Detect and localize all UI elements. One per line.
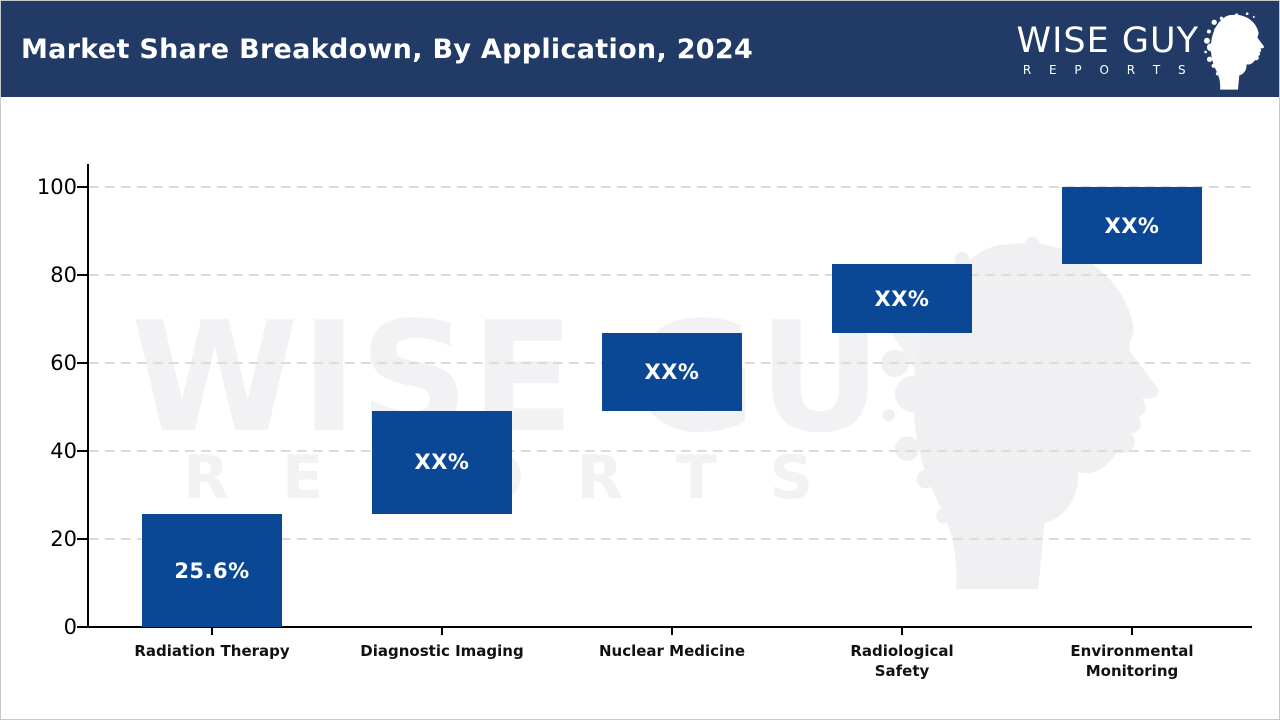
bar-radiation-therapy: 25.6% bbox=[142, 514, 282, 627]
bar-value-label-radiation-therapy: 25.6% bbox=[174, 558, 250, 583]
y-tick-20 bbox=[77, 538, 87, 540]
y-tick-label-40: 40 bbox=[50, 439, 77, 463]
brand-logo: WISE GUY R E P O R T S bbox=[1016, 9, 1267, 91]
y-tick-100 bbox=[77, 186, 87, 188]
x-tick-radiation-therapy bbox=[211, 628, 213, 635]
x-tick-radiological-safety bbox=[901, 628, 903, 635]
y-tick-label-0: 0 bbox=[63, 615, 77, 639]
x-tick-label-environmental-monitoring: Environmental Monitoring bbox=[1070, 642, 1194, 681]
bar-radiological-safety: XX% bbox=[832, 264, 972, 334]
header-bar: Market Share Breakdown, By Application, … bbox=[1, 1, 1279, 97]
y-axis-line bbox=[87, 164, 89, 628]
y-tick-80 bbox=[77, 274, 87, 276]
x-tick-label-diagnostic-imaging: Diagnostic Imaging bbox=[360, 642, 524, 660]
page-title: Market Share Breakdown, By Application, … bbox=[21, 33, 754, 65]
brand-name: WISE GUY bbox=[1016, 21, 1199, 62]
y-tick-0 bbox=[77, 626, 87, 628]
bar-value-label-environmental-monitoring: XX% bbox=[1104, 213, 1160, 238]
bar-environmental-monitoring: XX% bbox=[1062, 187, 1202, 264]
x-tick-label-nuclear-medicine: Nuclear Medicine bbox=[598, 642, 746, 660]
brand-text: WISE GUY R E P O R T S bbox=[1016, 23, 1199, 77]
x-tick-label-radiation-therapy: Radiation Therapy bbox=[134, 642, 290, 660]
y-tick-label-80: 80 bbox=[50, 263, 77, 287]
brand-subtitle: R E P O R T S bbox=[1022, 62, 1193, 77]
gridline-80 bbox=[89, 274, 1252, 276]
x-tick-environmental-monitoring bbox=[1131, 628, 1133, 635]
bar-value-label-radiological-safety: XX% bbox=[874, 286, 930, 311]
y-tick-40 bbox=[77, 450, 87, 452]
x-axis-line bbox=[87, 626, 1252, 628]
gridline-100 bbox=[89, 186, 1252, 188]
gridline-40 bbox=[89, 450, 1252, 452]
y-tick-label-20: 20 bbox=[50, 527, 77, 551]
x-tick-diagnostic-imaging bbox=[441, 628, 443, 635]
bar-nuclear-medicine: XX% bbox=[602, 333, 742, 411]
bar-value-label-nuclear-medicine: XX% bbox=[644, 359, 700, 384]
bar-value-label-diagnostic-imaging: XX% bbox=[414, 450, 470, 475]
gridline-20 bbox=[89, 538, 1252, 540]
y-tick-label-60: 60 bbox=[50, 351, 77, 375]
y-tick-label-100: 100 bbox=[36, 175, 77, 199]
x-tick-label-radiological-safety: Radiological Safety bbox=[850, 642, 954, 681]
y-tick-60 bbox=[77, 362, 87, 364]
bar-diagnostic-imaging: XX% bbox=[372, 410, 512, 515]
x-tick-nuclear-medicine bbox=[671, 628, 673, 635]
